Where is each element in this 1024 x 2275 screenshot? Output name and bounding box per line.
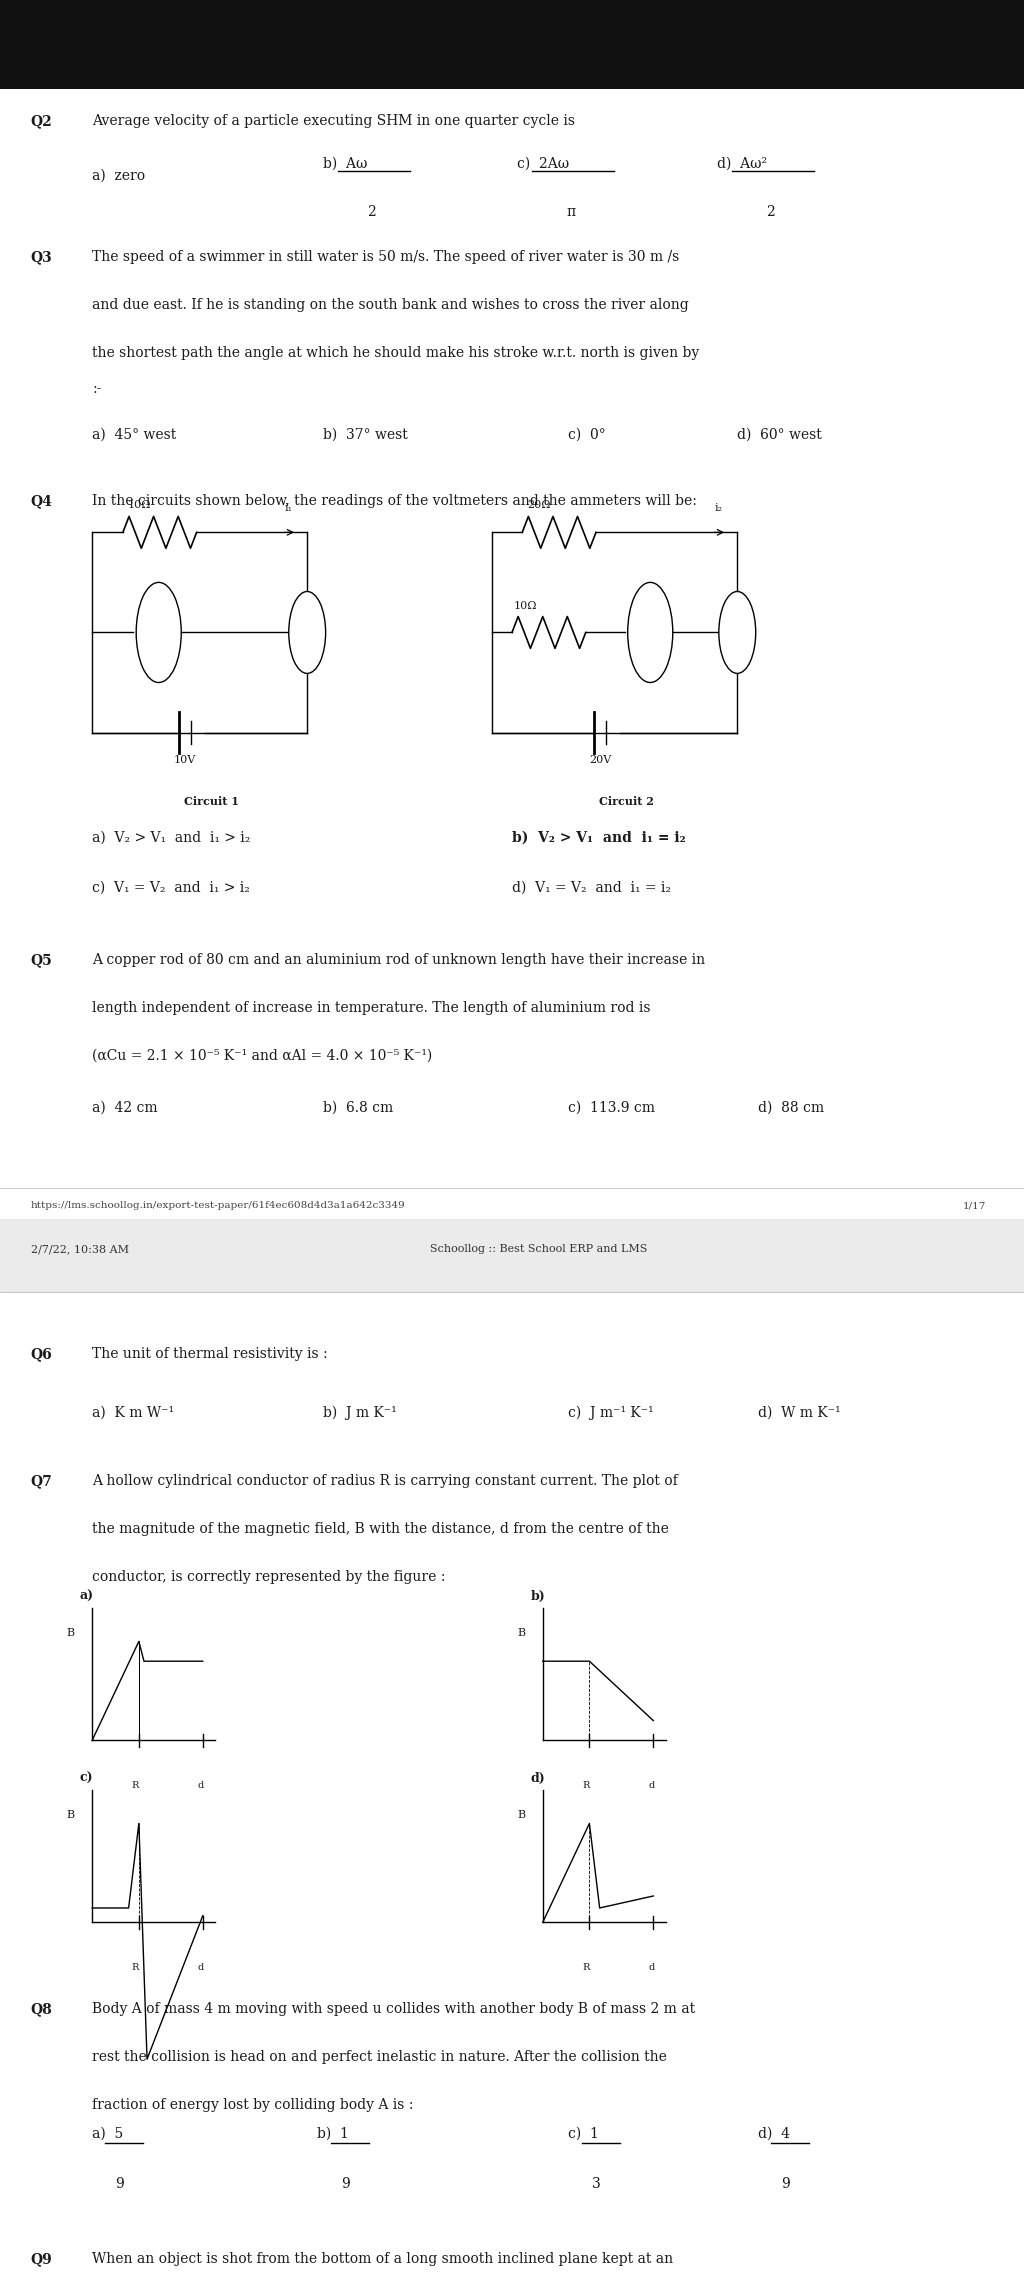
Text: the shortest path the angle at which he should make his stroke w.r.t. north is g: the shortest path the angle at which he … <box>92 346 699 359</box>
Text: (αCu = 2.1 × 10⁻⁵ K⁻¹ and αAl = 4.0 × 10⁻⁵ K⁻¹): (αCu = 2.1 × 10⁻⁵ K⁻¹ and αAl = 4.0 × 10… <box>92 1049 432 1062</box>
Text: R: R <box>583 1781 590 1790</box>
Text: b)  V₂ > V₁  and  i₁ = i₂: b) V₂ > V₁ and i₁ = i₂ <box>512 830 686 844</box>
Text: c)  1: c) 1 <box>568 2127 599 2141</box>
Circle shape <box>289 592 326 673</box>
Text: A₂: A₂ <box>726 612 738 621</box>
Text: d)  Aω²: d) Aω² <box>717 157 767 171</box>
Text: A hollow cylindrical conductor of radius R is carrying constant current. The plo: A hollow cylindrical conductor of radius… <box>92 1474 678 1488</box>
Text: Q5: Q5 <box>31 953 52 967</box>
Text: 9: 9 <box>115 2177 124 2191</box>
Text: Schoollog :: Best School ERP and LMS: Schoollog :: Best School ERP and LMS <box>430 1244 647 1254</box>
Text: b)  Aω: b) Aω <box>323 157 367 171</box>
Text: 3: 3 <box>592 2177 601 2191</box>
Text: b)  J m K⁻¹: b) J m K⁻¹ <box>323 1406 396 1420</box>
Text: 1/17: 1/17 <box>963 1201 986 1210</box>
Text: 20V: 20V <box>589 755 611 764</box>
Text: B: B <box>67 1629 75 1638</box>
Text: B: B <box>517 1811 525 1820</box>
Text: i₁: i₁ <box>285 503 293 512</box>
Text: V₁: V₁ <box>145 607 158 617</box>
Text: Q4: Q4 <box>31 494 52 507</box>
Text: d)  V₁ = V₂  and  i₁ = i₂: d) V₁ = V₂ and i₁ = i₂ <box>512 880 671 894</box>
Text: A₁: A₁ <box>296 612 308 621</box>
Text: b)  37° west: b) 37° west <box>323 428 408 441</box>
Text: a)  V₂ > V₁  and  i₁ > i₂: a) V₂ > V₁ and i₁ > i₂ <box>92 830 251 844</box>
Text: b)  1: b) 1 <box>317 2127 349 2141</box>
Text: Q2: Q2 <box>31 114 52 127</box>
Text: :-: :- <box>92 382 101 396</box>
Text: 2: 2 <box>367 205 376 218</box>
Text: rest the collision is head on and perfect inelastic in nature. After the collisi: rest the collision is head on and perfec… <box>92 2050 667 2063</box>
Bar <box>0 1219 1024 1292</box>
Text: c)  113.9 cm: c) 113.9 cm <box>568 1101 655 1115</box>
Text: a): a) <box>80 1590 94 1604</box>
Text: 9: 9 <box>781 2177 791 2191</box>
Text: B: B <box>517 1629 525 1638</box>
Text: d: d <box>648 1781 654 1790</box>
Bar <box>0 0 1024 89</box>
Text: d: d <box>198 1963 204 1972</box>
Text: a)  42 cm: a) 42 cm <box>92 1101 158 1115</box>
Text: A copper rod of 80 cm and an aluminium rod of unknown length have their increase: A copper rod of 80 cm and an aluminium r… <box>92 953 706 967</box>
Text: a)  45° west: a) 45° west <box>92 428 176 441</box>
Text: fraction of energy lost by colliding body A is :: fraction of energy lost by colliding bod… <box>92 2098 414 2111</box>
Text: https://lms.schoollog.in/export-test-paper/61f4ec608d4d3a1a642c3349: https://lms.schoollog.in/export-test-pap… <box>31 1201 406 1210</box>
Text: V₂: V₂ <box>637 607 649 617</box>
Text: c)  2Aω: c) 2Aω <box>517 157 569 171</box>
Text: 10V: 10V <box>174 755 197 764</box>
Text: Q8: Q8 <box>31 2002 52 2016</box>
Text: Q6: Q6 <box>31 1347 52 1360</box>
Text: Circuit 1: Circuit 1 <box>184 796 240 808</box>
Text: The speed of a swimmer in still water is 50 m/s. The speed of river water is 30 : The speed of a swimmer in still water is… <box>92 250 679 264</box>
Text: Circuit 2: Circuit 2 <box>599 796 654 808</box>
Text: d: d <box>198 1781 204 1790</box>
Text: length independent of increase in temperature. The length of aluminium rod is: length independent of increase in temper… <box>92 1001 650 1015</box>
Text: a)  5: a) 5 <box>92 2127 124 2141</box>
Text: Q9: Q9 <box>31 2252 52 2266</box>
Text: d: d <box>648 1963 654 1972</box>
Text: Q3: Q3 <box>31 250 52 264</box>
Text: 2/7/22, 10:38 AM: 2/7/22, 10:38 AM <box>31 1244 129 1254</box>
Text: Q7: Q7 <box>31 1474 52 1488</box>
Text: R: R <box>132 1963 139 1972</box>
Text: d): d) <box>530 1772 545 1786</box>
Text: R: R <box>583 1963 590 1972</box>
Text: d)  4: d) 4 <box>758 2127 790 2141</box>
Text: a)  zero: a) zero <box>92 168 145 182</box>
Text: and due east. If he is standing on the south bank and wishes to cross the river : and due east. If he is standing on the s… <box>92 298 689 312</box>
Text: c)  J m⁻¹ K⁻¹: c) J m⁻¹ K⁻¹ <box>568 1406 654 1420</box>
Text: 9: 9 <box>341 2177 350 2191</box>
Text: 20Ω: 20Ω <box>527 500 551 510</box>
Text: B: B <box>67 1811 75 1820</box>
Text: i₂: i₂ <box>715 503 723 512</box>
Text: π: π <box>566 205 575 218</box>
Text: d)  W m K⁻¹: d) W m K⁻¹ <box>758 1406 841 1420</box>
Text: 10Ω: 10Ω <box>514 601 538 610</box>
Text: R: R <box>132 1781 139 1790</box>
Text: 10Ω: 10Ω <box>128 500 152 510</box>
Text: b)  6.8 cm: b) 6.8 cm <box>323 1101 393 1115</box>
Text: b): b) <box>530 1590 545 1604</box>
Text: Body A of mass 4 m moving with speed u collides with another body B of mass 2 m : Body A of mass 4 m moving with speed u c… <box>92 2002 695 2016</box>
Circle shape <box>719 592 756 673</box>
Text: 2: 2 <box>766 205 775 218</box>
Text: The unit of thermal resistivity is :: The unit of thermal resistivity is : <box>92 1347 328 1360</box>
Text: c): c) <box>80 1772 93 1786</box>
Text: conductor, is correctly represented by the figure :: conductor, is correctly represented by t… <box>92 1570 445 1583</box>
Text: c)  0°: c) 0° <box>568 428 606 441</box>
Text: c)  V₁ = V₂  and  i₁ > i₂: c) V₁ = V₂ and i₁ > i₂ <box>92 880 250 894</box>
Text: In the circuits shown below, the readings of the voltmeters and the ammeters wil: In the circuits shown below, the reading… <box>92 494 697 507</box>
Circle shape <box>628 582 673 682</box>
Text: the magnitude of the magnetic field, B with the distance, d from the centre of t: the magnitude of the magnetic field, B w… <box>92 1522 669 1536</box>
Text: d)  60° west: d) 60° west <box>737 428 822 441</box>
Text: d)  88 cm: d) 88 cm <box>758 1101 824 1115</box>
Text: a)  K m W⁻¹: a) K m W⁻¹ <box>92 1406 174 1420</box>
Text: Average velocity of a particle executing SHM in one quarter cycle is: Average velocity of a particle executing… <box>92 114 575 127</box>
Circle shape <box>136 582 181 682</box>
Text: When an object is shot from the bottom of a long smooth inclined plane kept at a: When an object is shot from the bottom o… <box>92 2252 674 2266</box>
